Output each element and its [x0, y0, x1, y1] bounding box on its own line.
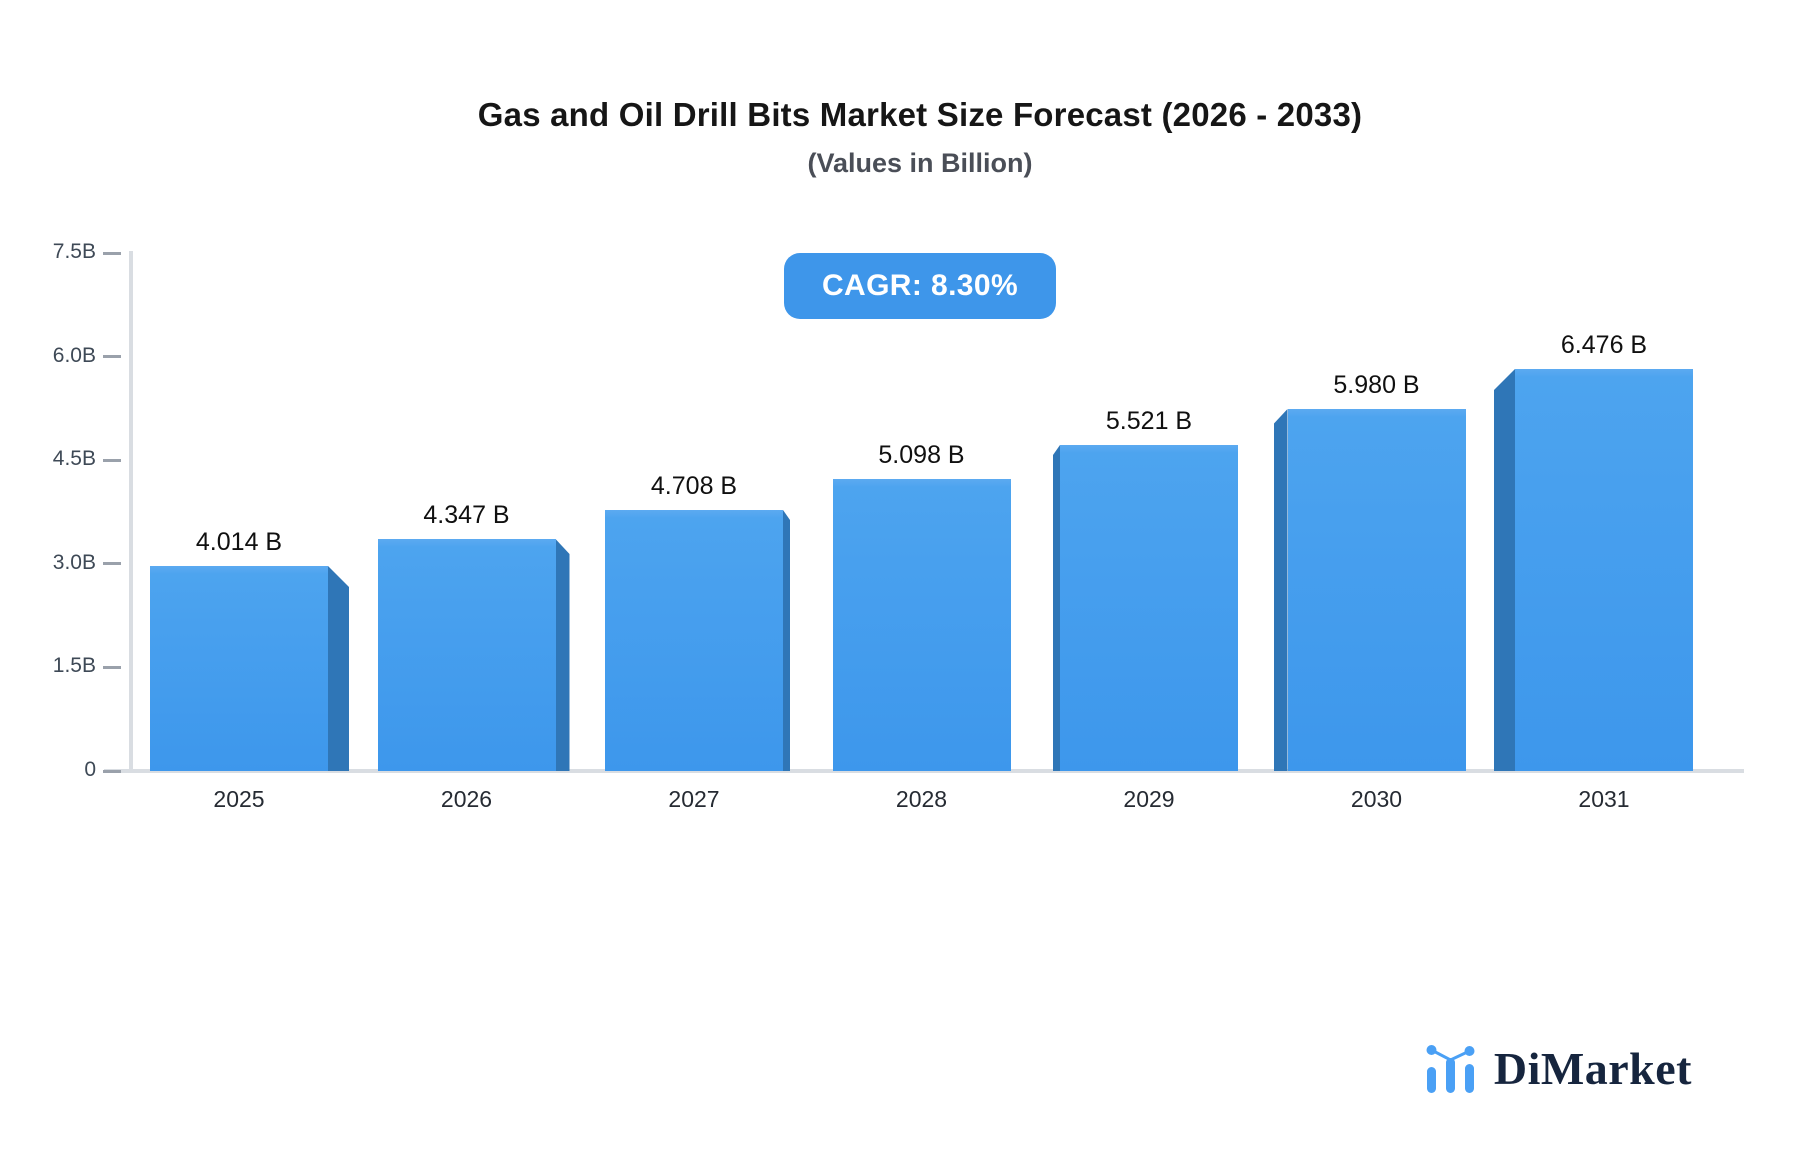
- bar-value-label: 6.476 B: [1560, 331, 1648, 359]
- y-axis-tick-label: 4.5B: [52, 447, 96, 471]
- bar-front-face: [1287, 409, 1466, 771]
- bar-value-label: 5.980 B: [1333, 371, 1420, 399]
- x-axis-category-label: 2030: [1350, 786, 1403, 812]
- y-axis-tick-label: 0: [84, 758, 96, 781]
- bar-side-face: [1273, 409, 1288, 771]
- bar-2028: 5.098 B: [832, 441, 1011, 771]
- chart-subtitle: (Values in Billion): [807, 148, 1033, 178]
- bar-front-face: [832, 479, 1011, 771]
- x-axis-baseline: [104, 769, 1744, 773]
- y-axis-tick: [103, 355, 121, 359]
- y-axis-tick-label: 3.0B: [52, 550, 96, 574]
- y-axis-tick: [103, 458, 121, 462]
- bar-2026: 4.347 B: [377, 501, 570, 771]
- y-axis-tick: [103, 251, 121, 255]
- x-axis-category-label: 2026: [440, 786, 493, 812]
- bar-value-label: 4.708 B: [650, 472, 738, 500]
- bar-side-face: [555, 539, 570, 771]
- brand-logo-text: DiMarket: [1493, 1043, 1692, 1094]
- bar-value-label: 5.098 B: [878, 441, 965, 469]
- cagr-badge: CAGR: 8.30%: [783, 253, 1057, 319]
- y-axis-tick: [103, 665, 121, 669]
- x-axis-category-label: 2029: [1123, 786, 1175, 812]
- bar-front-face: [1515, 369, 1693, 771]
- y-axis-tick-label: 7.5B: [52, 240, 96, 263]
- chart-title: Gas and Oil Drill Bits Market Size Forec…: [477, 96, 1363, 133]
- bar-2025: 4.014 B: [150, 528, 349, 771]
- bar-value-label: 5.521 B: [1105, 407, 1193, 435]
- y-axis-tick: [103, 562, 121, 566]
- bar-front-face: [1060, 445, 1238, 771]
- bar-value-label: 4.347 B: [423, 501, 510, 529]
- bar-value-label: 4.014 B: [195, 528, 283, 556]
- chart-header: Gas and Oil Drill Bits Market Size Forec…: [40, 0, 1800, 179]
- brand-logo: DiMarket: [1424, 1042, 1692, 1095]
- y-axis-tick-label: 6.0B: [52, 343, 96, 367]
- bar-chart-logo-icon: [1426, 1044, 1475, 1093]
- x-axis-category-label: 2028: [895, 786, 948, 812]
- bar-front-face: [150, 566, 328, 771]
- x-axis-category-label: 2031: [1578, 786, 1630, 812]
- x-axis-category-label: 2027: [668, 786, 720, 812]
- cagr-badge-row: CAGR: 8.30%: [40, 253, 1800, 319]
- bar-2031: 6.476 B: [1494, 331, 1693, 771]
- y-axis-line: [129, 251, 133, 772]
- bar-side-face: [1494, 369, 1515, 771]
- y-axis-tick-label: 1.5B: [52, 654, 96, 678]
- bar-side-face: [783, 510, 790, 771]
- bar-front-face: [377, 539, 556, 771]
- bar-2029: 5.521 B: [1053, 407, 1238, 771]
- bar-side-face: [1053, 445, 1060, 771]
- bar-2030: 5.980 B: [1273, 371, 1466, 771]
- bar-side-face: [328, 566, 349, 771]
- x-axis-category-label: 2025: [213, 786, 265, 812]
- bar-front-face: [605, 510, 783, 771]
- bar-2027: 4.708 B: [605, 472, 790, 771]
- y-axis-tick: [103, 769, 121, 773]
